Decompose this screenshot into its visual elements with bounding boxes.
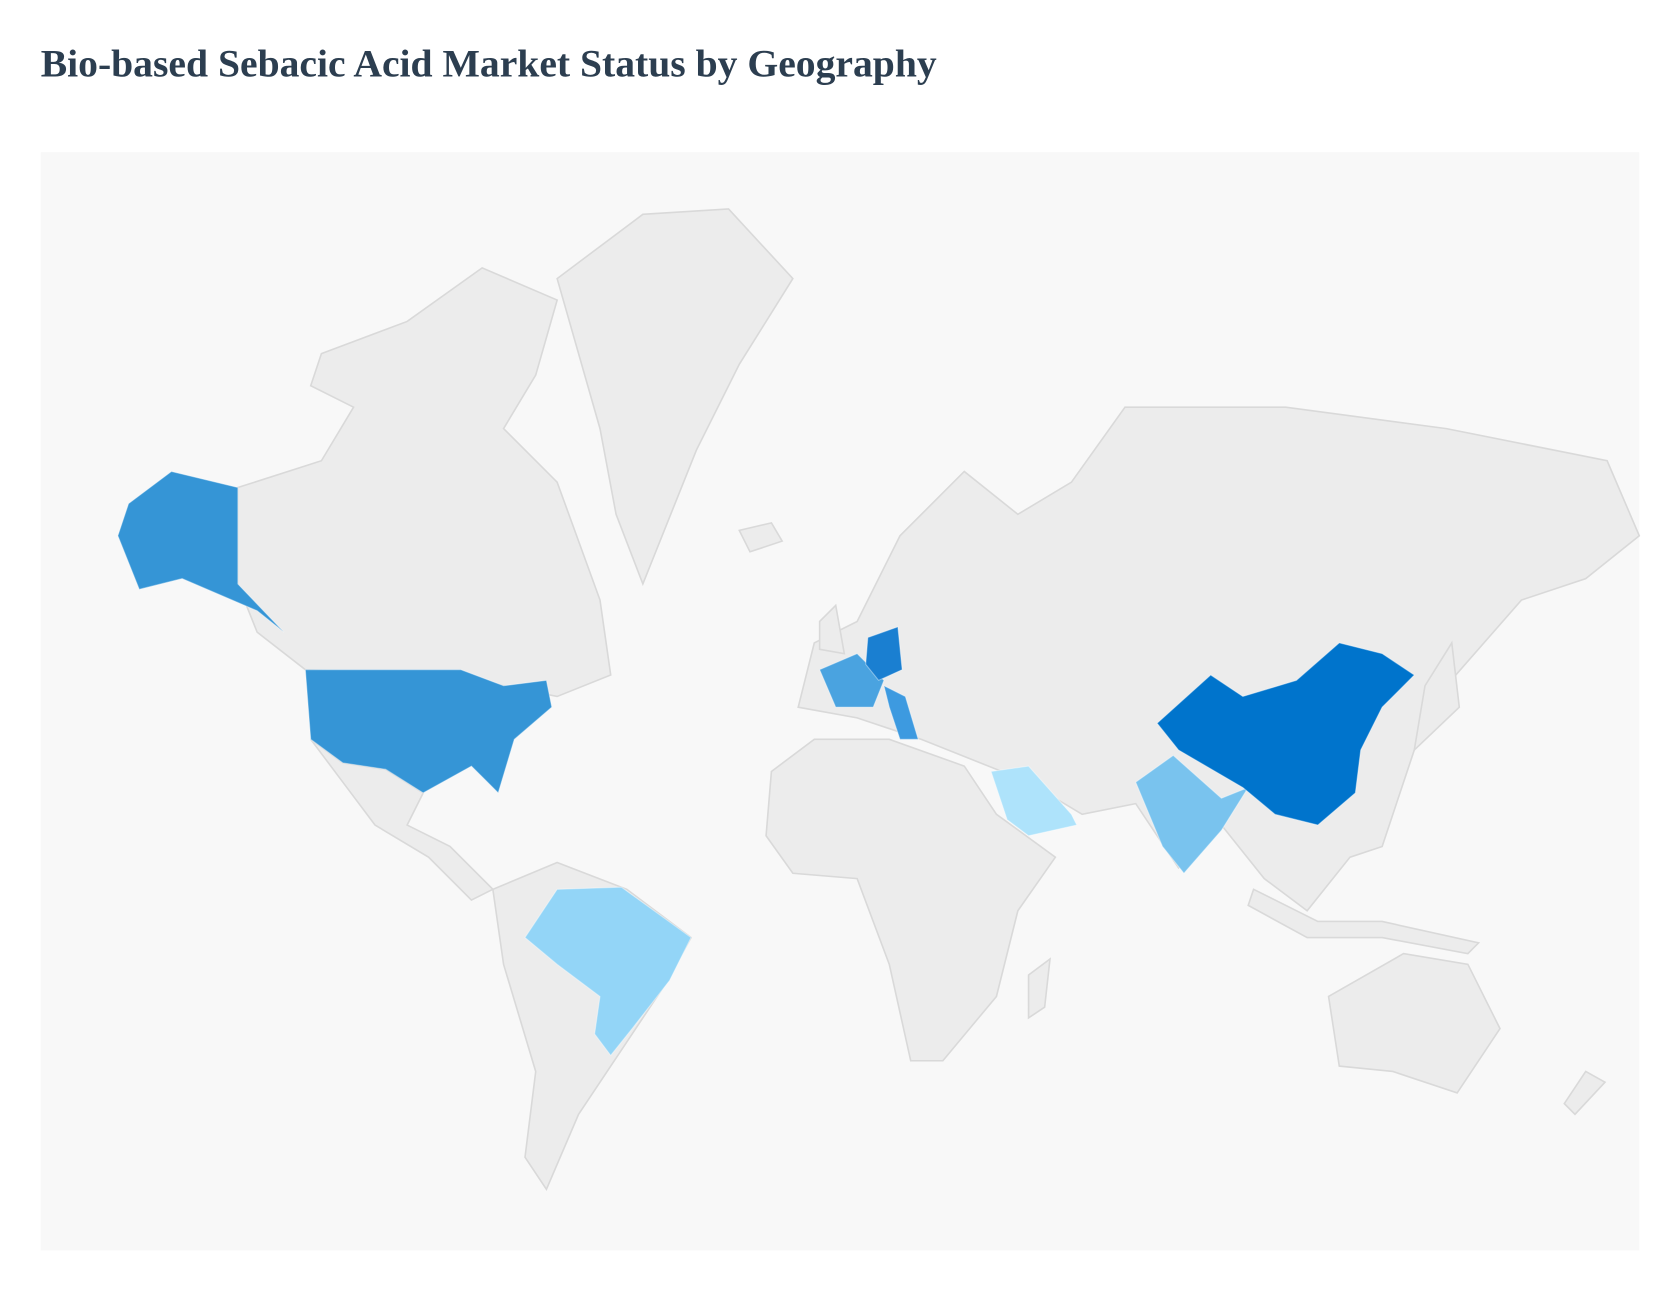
saudi-arabia bbox=[990, 765, 1078, 837]
usa bbox=[304, 669, 553, 794]
alaska bbox=[117, 470, 285, 633]
germany bbox=[865, 626, 903, 682]
madagascar bbox=[1027, 957, 1052, 1020]
japan bbox=[1413, 640, 1461, 753]
map bbox=[117, 208, 1641, 1192]
china bbox=[1156, 642, 1416, 826]
india bbox=[1135, 754, 1250, 875]
title: Bio-based Sebacic Acid Market Status by … bbox=[41, 42, 937, 86]
brazil bbox=[524, 886, 692, 1057]
iceland bbox=[738, 521, 784, 553]
africa bbox=[765, 738, 1057, 1062]
australia bbox=[1327, 952, 1501, 1094]
italy bbox=[883, 684, 919, 740]
new-zealand bbox=[1563, 1070, 1607, 1116]
indonesia bbox=[1247, 888, 1481, 955]
greenland bbox=[556, 208, 794, 587]
uk bbox=[818, 603, 846, 655]
